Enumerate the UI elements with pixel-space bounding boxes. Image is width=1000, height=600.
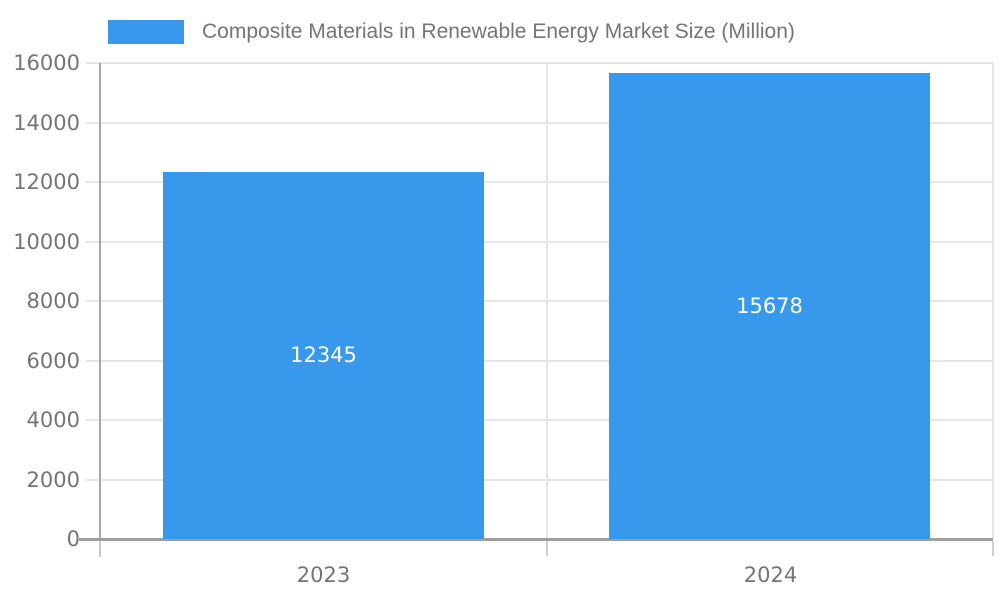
gridline-horizontal <box>86 122 993 124</box>
legend-swatch <box>108 20 184 44</box>
gridline-horizontal <box>86 300 993 302</box>
y-axis-line <box>99 63 101 539</box>
bar-2024 <box>609 73 930 539</box>
x-axis-tick <box>992 541 994 556</box>
y-axis-tick-label: 2000 <box>26 468 80 492</box>
gridline-horizontal <box>86 419 993 421</box>
gridline-horizontal <box>86 62 993 64</box>
bar-2023 <box>163 172 484 539</box>
legend-label: Composite Materials in Renewable Energy … <box>202 20 795 43</box>
x-axis-tick-label: 2024 <box>743 563 798 587</box>
y-axis-tick-label: 14000 <box>13 111 80 135</box>
y-axis-tick-label: 10000 <box>13 230 80 254</box>
y-axis-overshoot <box>99 539 101 557</box>
bar-value-label: 12345 <box>290 343 357 367</box>
gridline-horizontal <box>86 241 993 243</box>
gridline-horizontal <box>86 479 993 481</box>
chart-legend[interactable]: Composite Materials in Renewable Energy … <box>108 18 795 46</box>
x-axis-line <box>79 538 993 541</box>
x-axis-tick <box>546 541 548 556</box>
y-axis-tick-label: 8000 <box>26 289 80 313</box>
y-axis-tick-label: 16000 <box>13 51 80 75</box>
y-axis-tick-label: 12000 <box>13 170 80 194</box>
y-axis-tick-label: 6000 <box>26 349 80 373</box>
bar-value-label: 15678 <box>736 294 803 318</box>
gridline-horizontal <box>86 360 993 362</box>
gridline-vertical <box>546 63 548 539</box>
y-axis-tick-label: 4000 <box>26 408 80 432</box>
x-axis-tick-label: 2023 <box>296 563 351 587</box>
gridline-vertical <box>992 63 994 539</box>
gridline-horizontal <box>86 181 993 183</box>
y-axis-tick-label: 0 <box>66 527 80 551</box>
